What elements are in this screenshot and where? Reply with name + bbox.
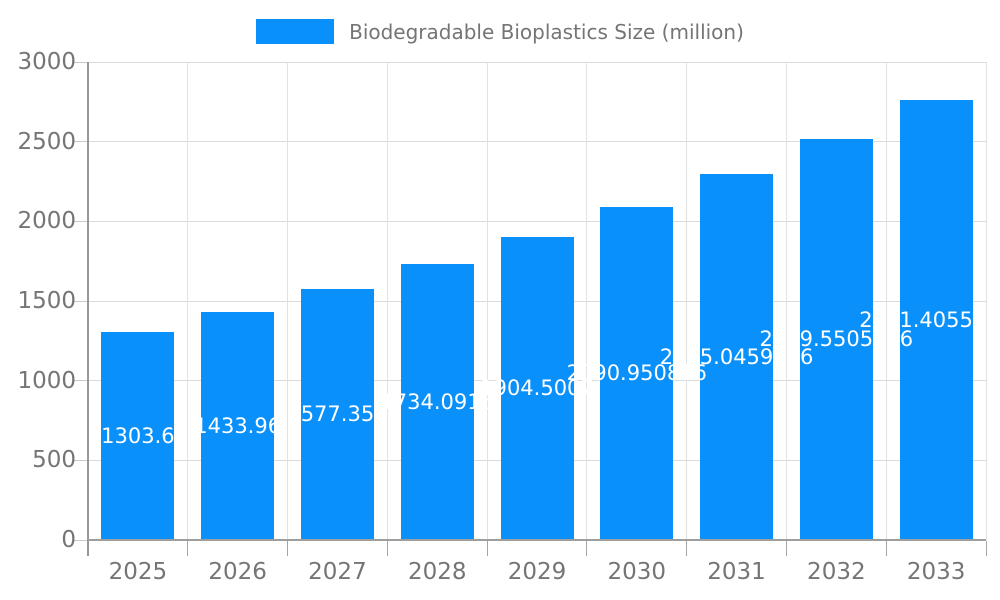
h-gridline bbox=[88, 141, 986, 143]
x-axis-tick bbox=[686, 541, 688, 556]
bar[interactable] bbox=[300, 288, 374, 540]
v-gridline bbox=[486, 62, 488, 540]
x-axis-tick bbox=[187, 541, 189, 556]
bar-value-label: 1904.5007 bbox=[480, 376, 594, 401]
y-tick-label: 500 bbox=[32, 447, 76, 474]
bar-value-label: 1303.6 bbox=[101, 424, 175, 449]
x-axis-baseline bbox=[88, 539, 986, 541]
v-gridline bbox=[686, 62, 688, 540]
y-axis-tick bbox=[73, 141, 87, 143]
x-axis-tick bbox=[287, 541, 289, 556]
y-axis-tick bbox=[73, 300, 87, 302]
bar[interactable] bbox=[201, 311, 275, 540]
x-axis-tick bbox=[486, 541, 488, 556]
bar-value-label: 2090.950816 bbox=[566, 361, 707, 386]
y-axis-tick bbox=[73, 459, 87, 461]
v-gridline bbox=[386, 62, 388, 540]
x-tick-label: 2025 bbox=[108, 559, 168, 585]
bar-value-label: 1734.0916 bbox=[380, 389, 494, 414]
y-tick-label: 1000 bbox=[17, 367, 76, 394]
x-tick-label: 2030 bbox=[607, 559, 667, 585]
y-tick-label: 1500 bbox=[17, 288, 76, 314]
legend: Biodegradable Bioplastics Size (million) bbox=[0, 19, 1000, 44]
bar-value-label: 1433.96 bbox=[194, 413, 282, 438]
x-axis-tick bbox=[586, 541, 588, 556]
v-gridline bbox=[187, 62, 189, 540]
x-tick-label: 2033 bbox=[906, 559, 966, 585]
bar[interactable] bbox=[600, 206, 674, 540]
bar[interactable] bbox=[101, 332, 175, 540]
x-tick-label: 2027 bbox=[308, 559, 367, 585]
bar-value-label: 2295.0459156 bbox=[659, 345, 814, 370]
y-axis-tick bbox=[73, 61, 87, 63]
v-gridline bbox=[287, 62, 289, 540]
x-tick-label: 2032 bbox=[807, 559, 866, 585]
h-gridline bbox=[88, 220, 986, 222]
bar[interactable] bbox=[700, 174, 774, 540]
h-gridline bbox=[88, 61, 986, 63]
y-tick-label: 2500 bbox=[17, 128, 76, 155]
x-axis-tick bbox=[386, 541, 388, 556]
x-tick-label: 2026 bbox=[208, 559, 267, 585]
y-tick-label: 2000 bbox=[17, 208, 76, 235]
y-tick-label: 0 bbox=[61, 527, 76, 553]
bar[interactable] bbox=[799, 138, 873, 540]
v-gridline bbox=[586, 62, 588, 540]
x-axis-tick bbox=[785, 541, 787, 556]
x-axis-tick bbox=[885, 541, 887, 556]
y-axis-tick bbox=[73, 380, 87, 382]
x-tick-label: 2029 bbox=[507, 559, 567, 585]
bar-value-label: 2761.4055678 bbox=[859, 308, 1000, 332]
x-tick-label: 2031 bbox=[707, 559, 766, 585]
y-axis-tick bbox=[73, 220, 87, 222]
bar-value-label: 1577.356 bbox=[287, 402, 388, 427]
v-gridline bbox=[885, 62, 887, 540]
y-axis-line bbox=[87, 62, 89, 556]
v-gridline bbox=[785, 62, 787, 540]
plot-area: 1303.6 1433.96 1577.356 1734.0916 1904.5007 2… bbox=[88, 61, 1000, 541]
bar-value-label: 2519.5505156 bbox=[759, 327, 914, 352]
x-tick-label: 2028 bbox=[407, 559, 467, 585]
bar[interactable] bbox=[899, 100, 973, 540]
y-tick-label: 3000 bbox=[17, 49, 76, 75]
bar[interactable] bbox=[400, 263, 474, 540]
y-axis-tick bbox=[73, 539, 87, 541]
bar[interactable] bbox=[500, 236, 574, 540]
x-axis-tick bbox=[985, 541, 987, 556]
legend-swatch[interactable] bbox=[256, 19, 335, 44]
legend-label[interactable]: Biodegradable Bioplastics Size (million) bbox=[349, 19, 744, 44]
v-gridline bbox=[985, 62, 987, 540]
